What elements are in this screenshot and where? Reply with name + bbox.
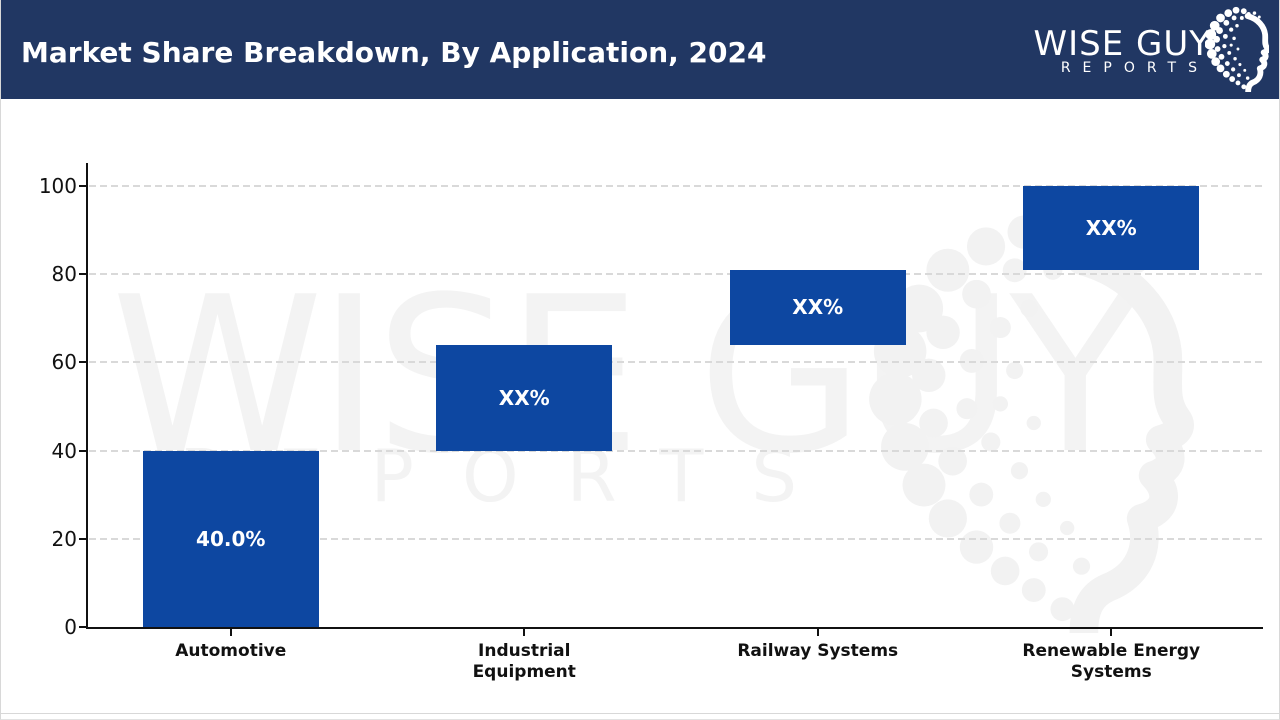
gridline xyxy=(89,537,1263,540)
y-tick-label: 80 xyxy=(51,262,77,287)
bar-value-label: XX% xyxy=(792,295,844,320)
y-tick-label: 100 xyxy=(38,174,77,198)
x-category-label-line: Equipment xyxy=(472,662,576,682)
x-category-label: Railway Systems xyxy=(688,641,948,662)
y-tick xyxy=(79,361,86,364)
y-tick-label: 40 xyxy=(51,438,77,463)
x-tick xyxy=(1110,629,1113,636)
y-axis xyxy=(86,163,88,629)
y-tick-label: 0 xyxy=(64,615,77,639)
x-category-label: Automotive xyxy=(101,641,361,662)
bar-value-label: XX% xyxy=(1085,215,1137,240)
x-tick xyxy=(229,629,232,636)
y-tick xyxy=(79,626,86,628)
x-category-label: Industrial Equipment xyxy=(394,641,654,683)
x-category-label-line: Systems xyxy=(1070,662,1152,682)
y-tick xyxy=(79,273,86,276)
bar-automotive xyxy=(142,450,319,627)
bottom-divider xyxy=(1,713,1279,714)
x-tick xyxy=(523,629,526,636)
y-tick-label: 60 xyxy=(51,350,77,375)
page-title: Market Share Breakdown, By Application, … xyxy=(21,36,767,69)
y-tick xyxy=(79,185,86,187)
x-category-label-line: Railway Systems xyxy=(737,641,899,661)
header: Market Share Breakdown, By Application, … xyxy=(1,0,1279,99)
bar-industrial-equipment xyxy=(436,344,613,451)
gridline xyxy=(89,273,1263,276)
y-tick-label: 20 xyxy=(51,526,77,551)
x-category-label-line: Automotive xyxy=(175,641,287,661)
bar-railway-systems xyxy=(729,269,906,345)
x-axis xyxy=(86,627,1263,629)
x-tick xyxy=(816,629,819,636)
x-category-label-line: Industrial xyxy=(478,641,571,661)
x-category-label-line: Renewable Energy xyxy=(1022,641,1201,661)
gridline xyxy=(89,449,1263,452)
bar-value-label: 40.0% xyxy=(196,526,266,551)
gridline xyxy=(89,185,1263,187)
x-category-label: Renewable Energy Systems xyxy=(981,641,1241,683)
gridline xyxy=(89,361,1263,364)
y-tick xyxy=(79,537,86,540)
bar-value-label: XX% xyxy=(498,385,550,410)
brand-logo-wordmark: WISE GUY xyxy=(1033,24,1211,64)
y-tick xyxy=(79,449,86,452)
bar-renewable-energy-systems xyxy=(1023,186,1200,270)
brand-logo-subtitle: REPORTS xyxy=(1060,60,1209,76)
brand-head-dots-icon xyxy=(1205,6,1269,92)
